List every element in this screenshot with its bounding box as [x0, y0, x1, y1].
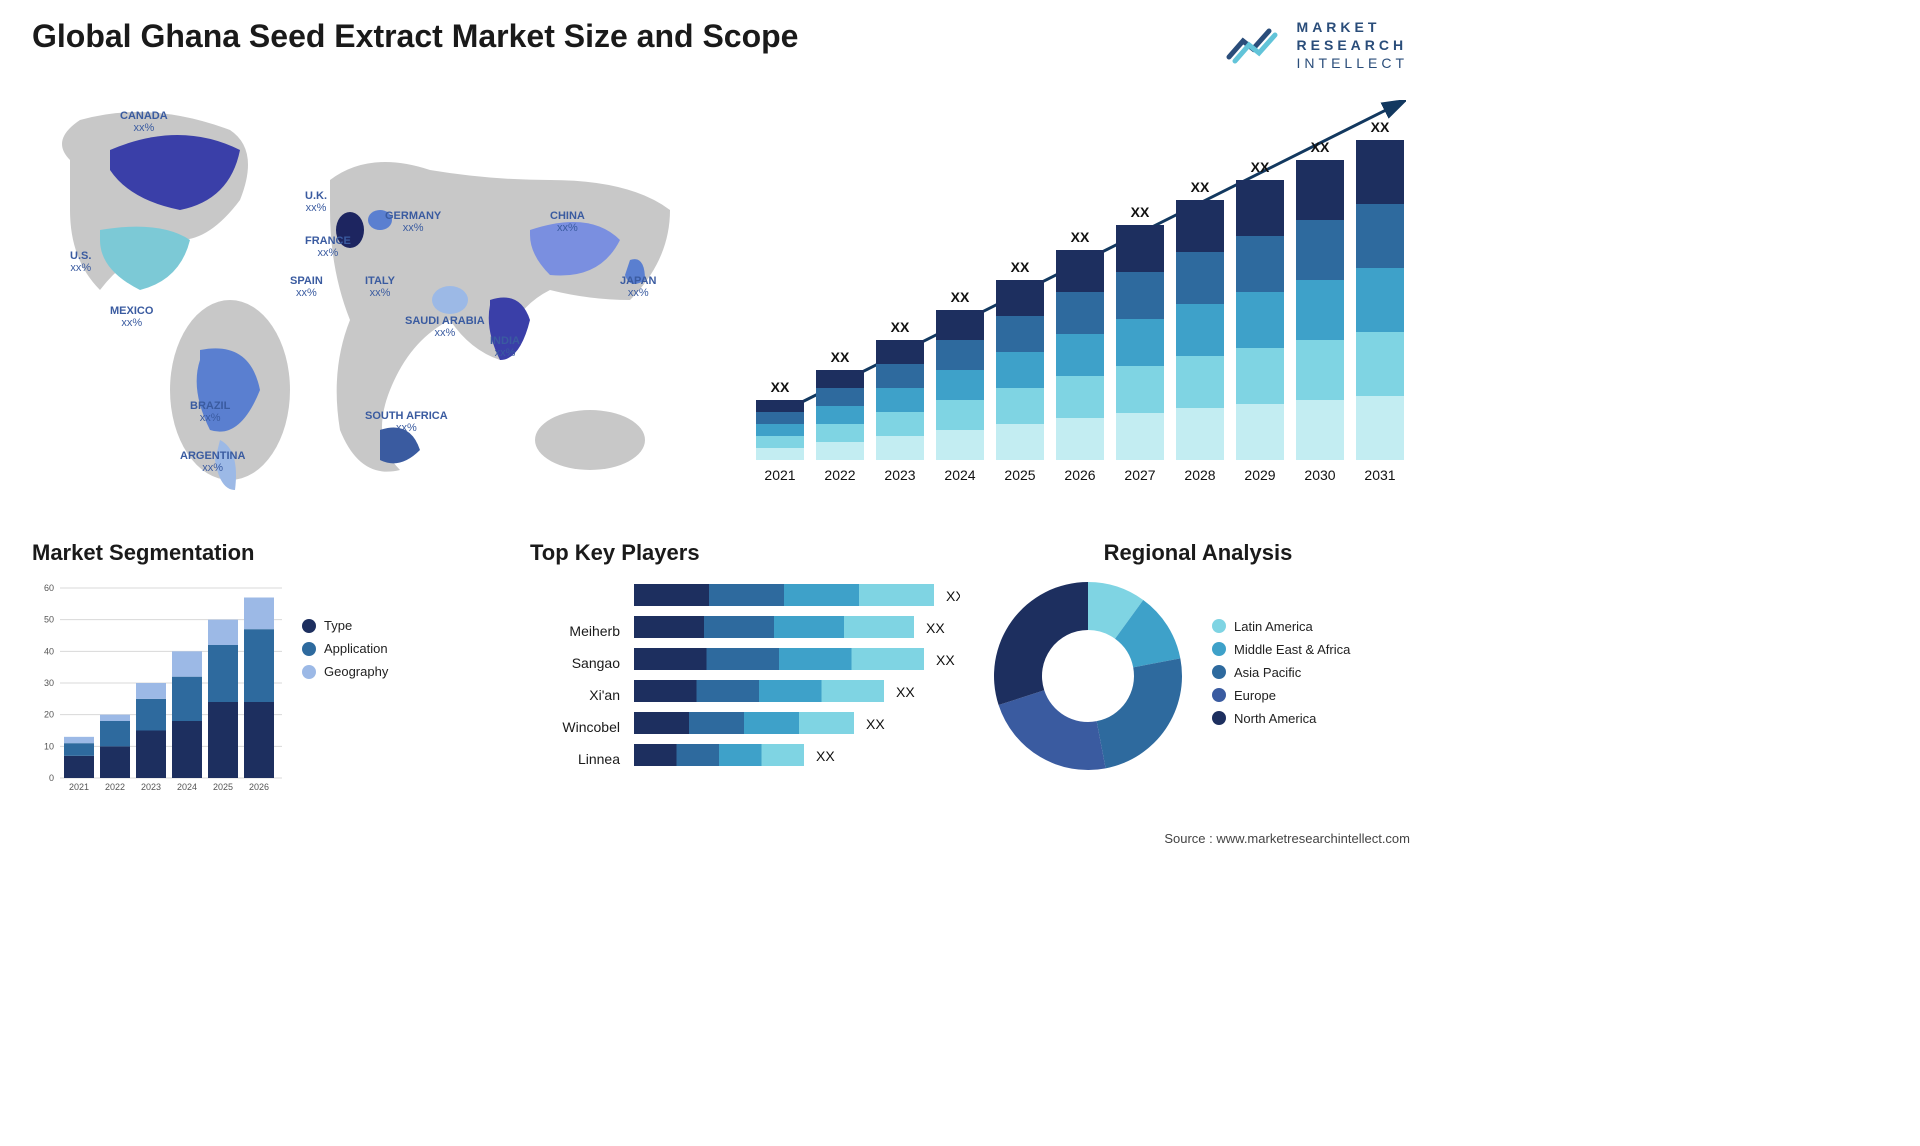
svg-text:XX: XX	[1191, 179, 1210, 195]
svg-text:2021: 2021	[764, 467, 795, 483]
svg-text:2031: 2031	[1364, 467, 1395, 483]
legend-item: Middle East & Africa	[1212, 642, 1350, 657]
map-label: U.K.xx%	[305, 190, 327, 214]
map-label: JAPANxx%	[620, 275, 656, 299]
svg-text:30: 30	[44, 678, 54, 688]
svg-text:2024: 2024	[177, 782, 197, 792]
segmentation-section: Market Segmentation 0 10 20 30 40 50 60 2021 202…	[32, 540, 452, 798]
svg-text:XX: XX	[896, 684, 915, 700]
svg-text:60: 60	[44, 583, 54, 593]
legend-item: Latin America	[1212, 619, 1350, 634]
svg-text:XX: XX	[891, 319, 910, 335]
svg-text:XX: XX	[816, 748, 835, 764]
map-label: BRAZILxx%	[190, 400, 230, 424]
svg-text:40: 40	[44, 646, 54, 656]
map-label: INDIAxx%	[490, 335, 520, 359]
player-name: Sangao	[572, 652, 620, 674]
map-label: U.S.xx%	[70, 250, 91, 274]
legend-item: Application	[302, 641, 388, 656]
svg-text:0: 0	[49, 773, 54, 783]
svg-text:XX: XX	[1311, 139, 1330, 155]
svg-text:XX: XX	[1131, 204, 1150, 220]
key-players-section: Top Key Players Meiherb Sangao Xi'an Wincob…	[530, 540, 960, 794]
svg-text:2029: 2029	[1244, 467, 1275, 483]
svg-text:2026: 2026	[249, 782, 269, 792]
svg-text:2028: 2028	[1184, 467, 1215, 483]
brand-logo: MARKET RESEARCH INTELLECT	[1225, 18, 1408, 73]
map-label: ARGENTINAxx%	[180, 450, 245, 474]
player-name: Wincobel	[562, 716, 620, 738]
growth-chart-svg: XX 2021 XX 2022 XX 2023 XX 2024 XX 2025 XX 2026 XX 20…	[746, 100, 1406, 500]
page-title: Global Ghana Seed Extract Market Size an…	[32, 18, 798, 55]
player-name: Xi'an	[589, 684, 620, 706]
world-map: CANADAxx% U.S.xx% MEXICOxx% BRAZILxx% ARGENT…	[30, 90, 710, 510]
logo-line2: RESEARCH	[1297, 36, 1408, 54]
legend-item: Asia Pacific	[1212, 665, 1350, 680]
legend-item: Geography	[302, 664, 388, 679]
map-label: ITALYxx%	[365, 275, 395, 299]
map-label: GERMANYxx%	[385, 210, 441, 234]
map-label: SOUTH AFRICAxx%	[365, 410, 448, 434]
map-label: SAUDI ARABIAxx%	[405, 315, 485, 339]
segmentation-title: Market Segmentation	[32, 540, 452, 566]
svg-text:XX: XX	[1071, 229, 1090, 245]
legend-item: Type	[302, 618, 388, 633]
svg-text:2022: 2022	[824, 467, 855, 483]
svg-text:XX: XX	[771, 379, 790, 395]
key-players-title: Top Key Players	[530, 540, 960, 566]
svg-text:XX: XX	[926, 620, 945, 636]
svg-text:2021: 2021	[69, 782, 89, 792]
svg-text:XX: XX	[1371, 119, 1390, 135]
svg-text:2023: 2023	[141, 782, 161, 792]
map-label: MEXICOxx%	[110, 305, 153, 329]
logo-line1: MARKET	[1297, 18, 1408, 36]
svg-text:2025: 2025	[1004, 467, 1035, 483]
source-attribution: Source : www.marketresearchintellect.com	[1164, 831, 1410, 846]
regional-donut	[988, 576, 1188, 776]
svg-text:XX: XX	[1011, 259, 1030, 275]
legend-item: Europe	[1212, 688, 1350, 703]
svg-text:XX: XX	[951, 289, 970, 305]
svg-text:2026: 2026	[1064, 467, 1095, 483]
map-label: CHINAxx%	[550, 210, 585, 234]
regional-section: Regional Analysis Latin America Middle Ea…	[988, 540, 1408, 776]
svg-text:XX: XX	[866, 716, 885, 732]
svg-text:2022: 2022	[105, 782, 125, 792]
svg-text:50: 50	[44, 615, 54, 625]
svg-text:XX: XX	[946, 588, 960, 604]
regional-legend: Latin America Middle East & Africa Asia Pa…	[1212, 619, 1350, 734]
svg-text:10: 10	[44, 741, 54, 751]
svg-text:2027: 2027	[1124, 467, 1155, 483]
key-players-chart: XXXXXXXXXXXX	[634, 584, 960, 794]
segmentation-chart: 0 10 20 30 40 50 60 2021 2022 2023 2024 2025 2026	[32, 578, 282, 798]
regional-title: Regional Analysis	[988, 540, 1408, 566]
svg-text:20: 20	[44, 710, 54, 720]
svg-text:XX: XX	[1251, 159, 1270, 175]
svg-text:2025: 2025	[213, 782, 233, 792]
svg-text:2030: 2030	[1304, 467, 1335, 483]
world-map-svg	[30, 90, 710, 510]
legend-item: North America	[1212, 711, 1350, 726]
svg-text:2024: 2024	[944, 467, 975, 483]
svg-text:XX: XX	[831, 349, 850, 365]
svg-text:XX: XX	[936, 652, 955, 668]
player-name: Meiherb	[569, 620, 620, 642]
logo-line3: INTELLECT	[1297, 54, 1408, 72]
map-label: SPAINxx%	[290, 275, 323, 299]
player-name: Linnea	[578, 748, 620, 770]
map-label: FRANCExx%	[305, 235, 351, 259]
logo-mark-icon	[1225, 25, 1285, 65]
map-label: CANADAxx%	[120, 110, 168, 134]
segmentation-legend: Type Application Geography	[302, 578, 388, 798]
key-players-names: Meiherb Sangao Xi'an Wincobel Linnea	[530, 584, 620, 794]
main-growth-chart: XX 2021 XX 2022 XX 2023 XX 2024 XX 2025 XX 2026 XX 20…	[746, 100, 1406, 500]
svg-text:2023: 2023	[884, 467, 915, 483]
